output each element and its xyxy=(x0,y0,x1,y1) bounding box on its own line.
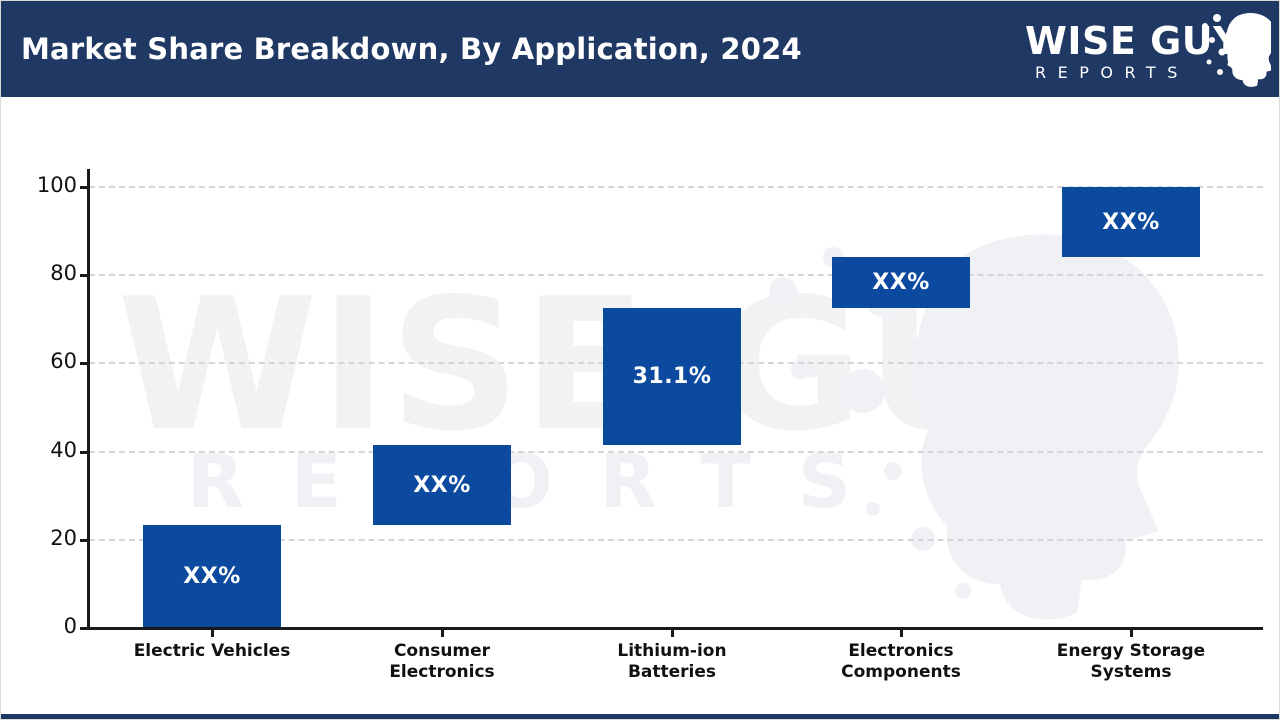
category-label-line: Electronics xyxy=(389,662,495,682)
category-label-line: Electric Vehicles xyxy=(133,641,291,661)
y-tickmark-100 xyxy=(80,186,89,189)
gridline-20 xyxy=(89,539,1263,541)
category-label-line: Components xyxy=(841,662,961,682)
category-label-0: Electric Vehicles xyxy=(97,641,327,662)
x-tickmark-4 xyxy=(1130,630,1133,637)
category-label-line: Systems xyxy=(1090,662,1172,682)
y-axis-line xyxy=(87,169,90,630)
y-tickmark-60 xyxy=(80,362,89,365)
bar-value-label: 31.1% xyxy=(632,364,712,389)
footer-bar xyxy=(1,714,1279,719)
wise-guy-reports-logo: WISE GUY REPORTS xyxy=(1025,13,1271,87)
bar-electric-vehicles: XX% xyxy=(143,525,281,628)
y-tickmark-0 xyxy=(80,627,89,630)
category-label-4: Energy Storage Systems xyxy=(1016,641,1246,683)
watermark-face-icon xyxy=(769,234,1179,620)
category-label-line: Energy Storage xyxy=(1056,641,1206,661)
bar-value-label: XX% xyxy=(1102,209,1160,235)
logo-wiseguy-text: WISE GUY xyxy=(1025,19,1241,63)
page-title: Market Share Breakdown, By Application, … xyxy=(21,32,802,66)
bar-electronics-components: XX% xyxy=(832,257,970,308)
x-tickmark-3 xyxy=(900,630,903,637)
category-label-3: Electronics Components xyxy=(786,641,1016,683)
y-tick-label-100: 100 xyxy=(36,173,77,197)
y-tick-label-60: 60 xyxy=(50,349,77,373)
logo-face-icon xyxy=(1226,13,1271,87)
y-tick-label-20: 20 xyxy=(50,526,77,550)
y-tickmark-80 xyxy=(80,274,89,277)
x-tickmark-1 xyxy=(441,630,444,637)
y-tickmark-40 xyxy=(80,451,89,454)
bar-consumer-electronics: XX% xyxy=(373,445,511,525)
logo-reports-text: REPORTS xyxy=(1035,63,1189,82)
category-label-line: Batteries xyxy=(627,662,717,682)
bar-value-label: XX% xyxy=(413,472,471,498)
bar-value-label: XX% xyxy=(183,564,241,589)
category-label-line: Lithium-ion xyxy=(617,641,727,661)
gridline-100 xyxy=(89,186,1263,188)
y-tickmark-20 xyxy=(80,539,89,542)
gridline-80 xyxy=(89,274,1263,276)
gridline-40 xyxy=(89,451,1263,453)
y-tick-label-80: 80 xyxy=(50,261,77,285)
category-label-line: Consumer xyxy=(393,641,491,661)
x-tickmark-0 xyxy=(211,630,214,637)
category-label-2: Lithium-ion Batteries xyxy=(557,641,787,683)
bar-lithium-ion-batteries: 31.1% xyxy=(603,308,741,445)
category-label-line: Electronics xyxy=(848,641,954,661)
category-label-1: Consumer Electronics xyxy=(327,641,557,683)
header-bar: Market Share Breakdown, By Application, … xyxy=(1,1,1279,97)
bar-energy-storage-systems: XX% xyxy=(1062,187,1200,257)
y-tick-label-40: 40 xyxy=(50,438,77,462)
y-tick-label-0: 0 xyxy=(63,614,77,638)
bar-value-label: XX% xyxy=(872,270,930,295)
x-axis-line xyxy=(87,627,1263,630)
x-tickmark-2 xyxy=(671,630,674,637)
